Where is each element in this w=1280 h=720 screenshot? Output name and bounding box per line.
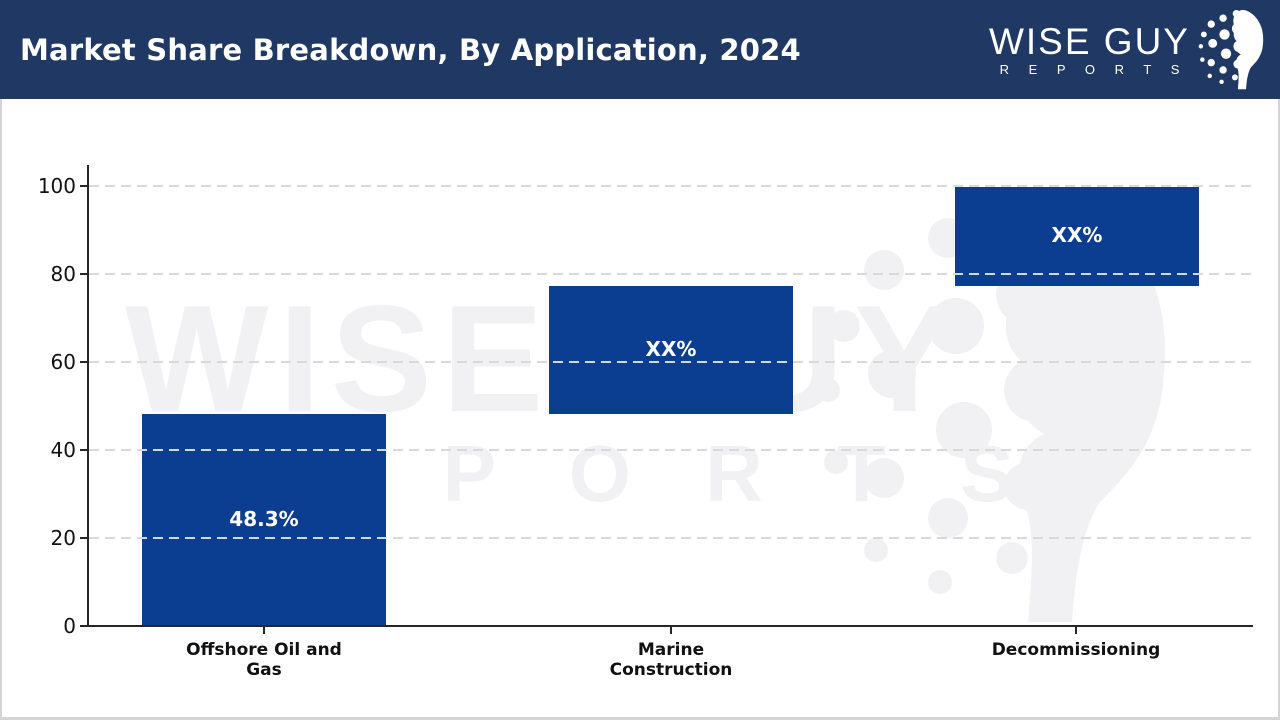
frame-border [1278, 99, 1280, 720]
frame-border [0, 99, 2, 720]
logo-wordmark-line2: R E P O R T S [999, 62, 1188, 78]
y-tick [80, 625, 88, 627]
page-title: Market Share Breakdown, By Application, … [20, 32, 801, 67]
gridline-20 [89, 537, 1253, 539]
y-tick [80, 273, 88, 275]
bar-value-label: XX% [645, 337, 697, 361]
y-tick-label: 100 [37, 174, 76, 198]
bar-value-label: XX% [1051, 223, 1103, 247]
watermark-face-icon [816, 194, 1166, 622]
brand-logo: WISE GUY R E P O R T S [989, 6, 1266, 94]
gridline-100 [89, 185, 1253, 187]
y-tick [80, 537, 88, 539]
x-axis-category-label: Offshore Oil and Gas [186, 640, 342, 681]
logo-wordmark: WISE GUY R E P O R T S [988, 20, 1190, 78]
x-axis-line [87, 625, 1253, 627]
gridline-60 [89, 361, 1253, 363]
y-tick-label: 0 [63, 614, 76, 638]
gridline-80 [89, 273, 1253, 275]
x-tick [1075, 627, 1077, 634]
y-tick [80, 361, 88, 363]
y-tick-label: 80 [50, 262, 76, 286]
y-axis-line [87, 165, 89, 627]
x-axis-category-label: Marine Construction [609, 640, 733, 681]
x-tick [670, 627, 672, 634]
header-bar: Market Share Breakdown, By Application, … [0, 0, 1280, 99]
bar-decommissioning [955, 187, 1199, 286]
y-tick-label: 20 [50, 526, 76, 550]
frame-border [0, 717, 1280, 720]
y-tick-label: 40 [50, 438, 76, 462]
x-tick [263, 627, 265, 634]
gridline-40 [89, 449, 1253, 451]
bar-marine-construction [549, 286, 793, 414]
y-tick [80, 185, 88, 187]
x-axis-category-label: Decommissioning [991, 640, 1161, 660]
logo-wordmark-line1: WISE GUY [988, 20, 1190, 62]
bar-value-label: 48.3% [229, 507, 299, 531]
y-tick [80, 449, 88, 451]
y-tick-label: 60 [50, 350, 76, 374]
logo-face-icon [1198, 10, 1264, 90]
